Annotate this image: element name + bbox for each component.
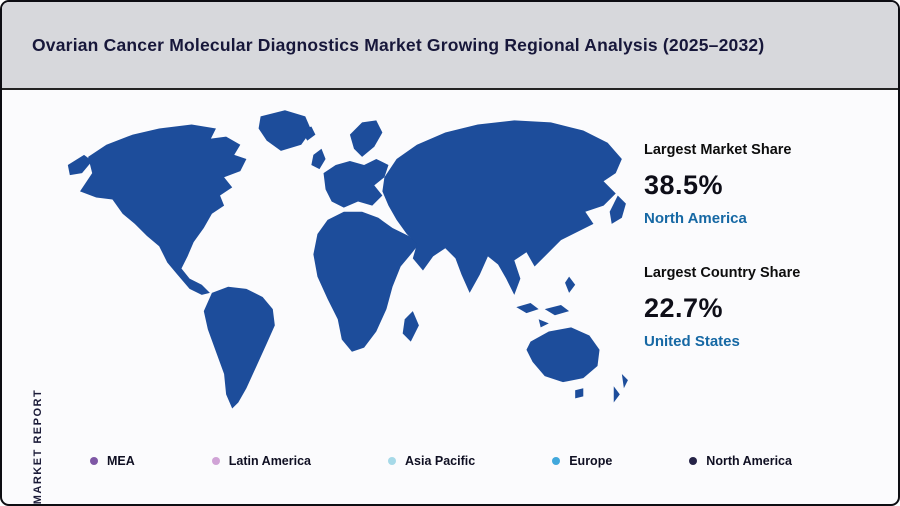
legend-dot-asia-pacific [388, 457, 397, 465]
legend-label: Asia Pacific [405, 454, 476, 468]
stat-group-market-share: Largest Market Share 38.5% North America [644, 142, 886, 227]
brand-vertical-text: FUTURE MARKET REPORT [32, 388, 44, 504]
landmass-europe [323, 158, 389, 208]
legend: MEA Latin America Asia Pacific Europe No… [90, 454, 792, 468]
legend-dot-europe [552, 457, 561, 465]
world-map [60, 94, 652, 439]
page-title: Ovarian Cancer Molecular Diagnostics Mar… [32, 34, 765, 55]
landmass-new-zealand-north [621, 374, 628, 389]
landmass-alaska [67, 154, 93, 176]
landmass-uk [311, 148, 326, 170]
world-map-svg [67, 110, 628, 409]
stat-value: 38.5% [644, 170, 724, 200]
landmass-greenland [258, 110, 312, 151]
legend-dot-latin-america [211, 457, 220, 465]
landmass-iceland [301, 126, 316, 141]
legend-item-asia-pacific: Asia Pacific [388, 454, 475, 468]
landmass-scandinavia [349, 120, 383, 157]
stat-value: 22.7% [644, 293, 724, 323]
landmass-indonesia-3 [538, 319, 549, 328]
landmass-japan [609, 195, 626, 224]
landmass-indonesia-1 [516, 303, 539, 314]
stat-group-country-share: Largest Country Share 22.7% United State… [644, 265, 886, 350]
legend-item-mea: MEA [90, 454, 135, 468]
stats-panel: Largest Market Share 38.5% North America… [644, 142, 886, 350]
landmass-north-america [80, 124, 247, 295]
legend-label: Europe [569, 454, 613, 468]
landmass-indonesia-2 [544, 305, 570, 316]
landmass-madagascar [402, 311, 419, 342]
landmass-tasmania [575, 388, 584, 399]
legend-label: Latin America [228, 454, 311, 468]
legend-label: North America [706, 454, 792, 468]
legend-dot-north-america [689, 457, 698, 465]
stat-label: Largest Market Share [644, 142, 792, 158]
legend-label: MEA [107, 454, 135, 468]
landmass-philippines [565, 276, 576, 293]
stat-label: Largest Country Share [644, 265, 801, 281]
landmass-africa [313, 211, 419, 352]
landmass-new-zealand-south [613, 386, 620, 403]
legend-item-north-america: North America [689, 454, 792, 468]
stat-region: North America [644, 210, 747, 227]
landmass-asia [382, 120, 622, 295]
header-bar: Ovarian Cancer Molecular Diagnostics Mar… [2, 2, 898, 90]
legend-item-latin-america: Latin America [211, 454, 311, 468]
legend-item-europe: Europe [552, 454, 612, 468]
stat-region: United States [644, 333, 740, 350]
landmass-australia [526, 327, 600, 383]
landmass-south-america [203, 286, 275, 409]
legend-dot-mea [90, 457, 98, 465]
